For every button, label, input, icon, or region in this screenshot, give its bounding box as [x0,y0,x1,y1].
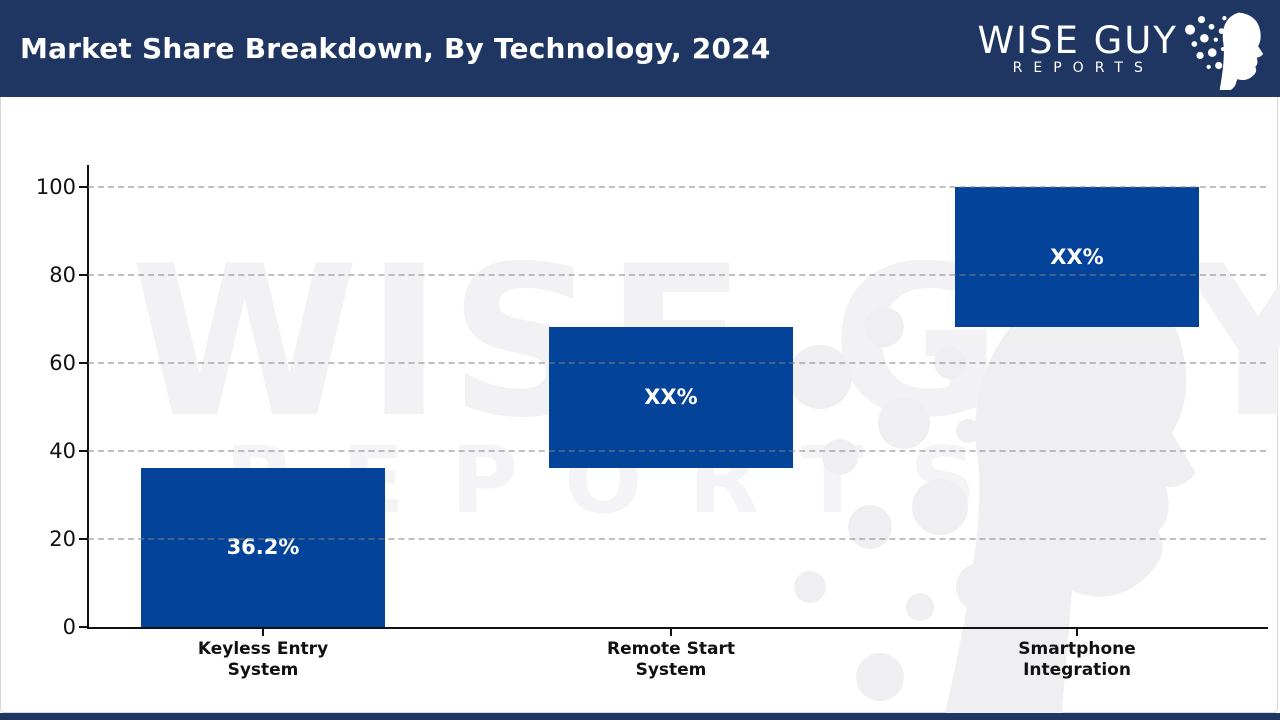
gridline-20 [88,538,1266,540]
x-tick-mark-3 [1076,627,1078,636]
brand-name: WISE GUY [977,18,1178,62]
y-tick-label-40: 40 [49,439,76,463]
y-tick-label-60: 60 [49,351,76,375]
x-axis-spine [87,627,1268,629]
y-tick-mark-0 [79,626,87,628]
brand-logo: WISE GUY REPORTS [978,8,1266,90]
y-tick-mark-80 [79,274,87,276]
y-axis-spine [87,165,89,629]
footer-bar [0,713,1280,720]
header-bar: Market Share Breakdown, By Technology, 2… [0,0,1280,97]
category-label-1: Keyless Entry System [197,639,329,681]
y-tick-label-100: 100 [35,175,76,199]
gridline-60 [88,362,1266,364]
x-tick-mark-2 [670,627,672,636]
bar-segment-2: XX% [549,326,793,468]
y-tick-mark-20 [79,538,87,540]
y-tick-mark-60 [79,362,87,364]
y-tick-label-80: 80 [49,263,76,287]
bar-value-label-3: XX% [1050,244,1104,269]
y-tick-mark-40 [79,450,87,452]
y-tick-mark-100 [79,186,87,188]
gridline-100 [88,186,1266,188]
brand-subname: REPORTS [1012,59,1154,76]
brand-face-dots-icon [1185,12,1264,90]
brand-logo-text: WISE GUY REPORTS [977,18,1178,76]
bar-segment-1: 36.2% [141,467,385,627]
gridline-80 [88,274,1266,276]
gridline-40 [88,450,1266,452]
category-label-3: Smartphone Integration [1018,639,1136,681]
category-label-2: Remote Start System [607,639,735,681]
bar-segment-3: XX% [955,187,1199,327]
x-tick-mark-1 [262,627,264,636]
y-tick-label-0: 0 [62,615,76,639]
page-title: Market Share Breakdown, By Technology, 2… [20,32,771,65]
bar-value-label-2: XX% [644,385,698,410]
y-tick-label-20: 20 [49,527,76,551]
